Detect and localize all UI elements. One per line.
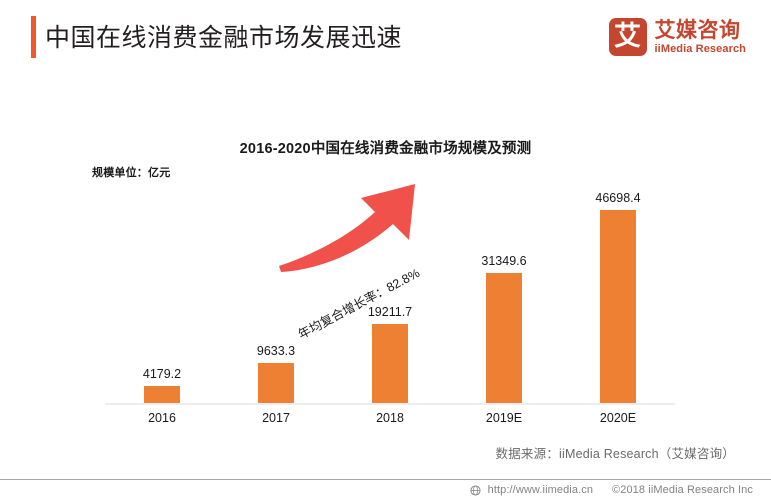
logo-mark-icon: 艾: [608, 18, 647, 56]
page-header: 中国在线消费金融市场发展迅速 艾 艾媒咨询 iiMedia Research: [0, 0, 771, 78]
logo-mark-glyph: 艾: [614, 21, 642, 52]
bar-value-3: 31349.6: [481, 254, 527, 268]
bar-value-0: 4179.2: [142, 367, 182, 381]
footer-divider: [0, 479, 771, 480]
footer-copyright: ©2018 iiMedia Research Inc: [612, 484, 753, 496]
x-tick-2: 2018: [376, 411, 404, 425]
page-footer: http://www.iimedia.cn ©2018 iiMedia Rese…: [0, 480, 771, 500]
bar-0[interactable]: [144, 386, 180, 403]
page-title: 中国在线消费金融市场发展迅速: [45, 24, 403, 52]
bar-value-1: 9633.3: [256, 344, 296, 358]
x-tick-0: 2016: [148, 411, 176, 425]
logo-wordmark: 艾媒咨询 iiMedia Research: [655, 19, 746, 56]
logo-name-en: iiMedia Research: [654, 42, 746, 55]
chart-axis-baseline: [105, 403, 675, 405]
x-tick-3: 2019E: [485, 411, 523, 425]
bar-4[interactable]: [600, 210, 636, 403]
bar-1[interactable]: [258, 363, 294, 403]
chart-container: 2016-2020中国在线消费金融市场规模及预测 规模单位：亿元 4179.2 …: [0, 78, 771, 430]
chart-plot-area: 4179.2 9633.3 19211.7 31349.6 46698.4 20…: [105, 98, 675, 425]
bar-value-2: 19211.7: [367, 305, 413, 319]
footer-url[interactable]: http://www.iimedia.cn: [487, 484, 594, 496]
chart-title: 2016-2020中国在线消费金融市场规模及预测: [239, 141, 532, 157]
x-tick-4: 2020E: [599, 411, 637, 425]
logo-name-cn: 艾媒咨询: [654, 18, 741, 42]
bar-3[interactable]: [486, 273, 522, 403]
bar-value-4: 46698.4: [595, 191, 641, 205]
chart-unit-label: 规模单位：亿元: [92, 167, 171, 179]
title-accent-bar: [31, 16, 36, 58]
brand-logo: 艾 艾媒咨询 iiMedia Research: [608, 18, 746, 56]
x-tick-1: 2017: [262, 411, 290, 425]
bar-2[interactable]: [372, 324, 408, 403]
data-source-note: 数据来源：iiMedia Research（艾媒咨询）: [495, 447, 735, 461]
globe-icon: [470, 484, 481, 496]
